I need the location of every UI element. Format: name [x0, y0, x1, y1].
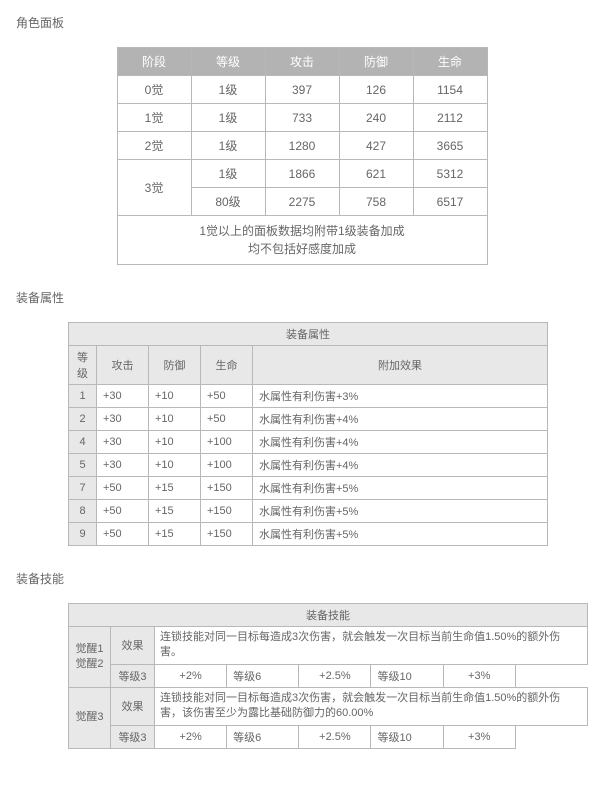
table-row: 觉醒3 效果 连锁技能对同一目标每造成3次伤害，就会触发一次目标当前生命值1.5…: [69, 687, 588, 725]
col-hp: 生命: [413, 48, 487, 76]
character-panel-section: 角色面板 阶段 等级 攻击 防御 生命 0觉 1级 397 126 1154 1…: [16, 14, 588, 265]
table-row: 0觉 1级 397 126 1154: [117, 76, 487, 104]
awaken-label-1: 觉醒1: [74, 642, 105, 657]
note-line-1: 1觉以上的面板数据均附带1级装备加成: [118, 222, 487, 240]
table-row: 3觉 1级 1866 621 5312: [117, 160, 487, 188]
equip-attr-section: 装备属性 装备属性 等级 攻击 防御 生命 附加效果 1+30+10+50水属性…: [16, 289, 588, 546]
table-title-row: 装备属性: [69, 323, 548, 346]
table-title-row: 装备技能: [69, 604, 588, 627]
table-row: 2+30+10+50水属性有利伤害+4%: [69, 408, 548, 431]
table-row: 8+50+15+150水属性有利伤害+5%: [69, 500, 548, 523]
table-row: 7+50+15+150水属性有利伤害+5%: [69, 477, 548, 500]
equip-skill-section: 装备技能 装备技能 觉醒1 觉醒2 效果 连锁技能对同一目标每造成3次伤害，就会…: [16, 570, 588, 749]
col-level: 等级: [191, 48, 265, 76]
table-row: 9+50+15+150水属性有利伤害+5%: [69, 523, 548, 546]
note-line-2: 均不包括好感度加成: [118, 240, 487, 258]
note-row: 1觉以上的面板数据均附带1级装备加成 均不包括好感度加成: [117, 216, 487, 265]
table-row: 1觉 1级 733 240 2112: [117, 104, 487, 132]
col-atk: 攻击: [265, 48, 339, 76]
table-row: 等级3 +2% 等级6 +2.5% 等级10 +3%: [69, 664, 588, 687]
header-row: 阶段 等级 攻击 防御 生命: [117, 48, 487, 76]
section-title: 装备属性: [16, 289, 588, 306]
table-row: 觉醒1 觉醒2 效果 连锁技能对同一目标每造成3次伤害，就会触发一次目标当前生命…: [69, 627, 588, 665]
table-row: 等级3 +2% 等级6 +2.5% 等级10 +3%: [69, 725, 588, 748]
col-stage: 阶段: [117, 48, 191, 76]
section-title: 角色面板: [16, 14, 588, 31]
awaken-label-2: 觉醒2: [74, 657, 105, 672]
header-row: 等级 攻击 防御 生命 附加效果: [69, 346, 548, 385]
table-row: 5+30+10+100水属性有利伤害+4%: [69, 454, 548, 477]
equip-attr-table: 装备属性 等级 攻击 防御 生命 附加效果 1+30+10+50水属性有利伤害+…: [68, 322, 548, 546]
section-title: 装备技能: [16, 570, 588, 587]
table-row: 2觉 1级 1280 427 3665: [117, 132, 487, 160]
equip-skill-table: 装备技能 觉醒1 觉醒2 效果 连锁技能对同一目标每造成3次伤害，就会触发一次目…: [68, 603, 588, 749]
col-def: 防御: [339, 48, 413, 76]
table-row: 1+30+10+50水属性有利伤害+3%: [69, 385, 548, 408]
table-row: 4+30+10+100水属性有利伤害+4%: [69, 431, 548, 454]
character-panel-table: 阶段 等级 攻击 防御 生命 0觉 1级 397 126 1154 1觉 1级 …: [117, 47, 488, 265]
